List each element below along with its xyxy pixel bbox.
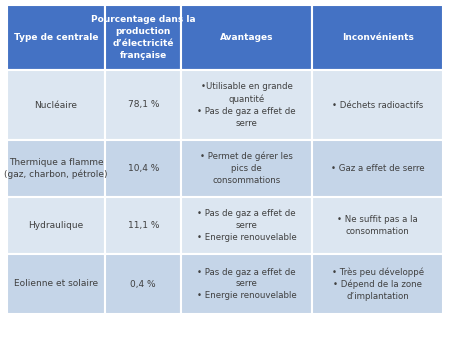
- Bar: [7, 254, 105, 314]
- Text: 10,4 %: 10,4 %: [127, 164, 159, 173]
- Text: Avantages: Avantages: [220, 33, 274, 42]
- Bar: [105, 140, 181, 197]
- Text: 11,1 %: 11,1 %: [127, 221, 159, 230]
- Bar: [181, 197, 312, 254]
- Text: Type de centrale: Type de centrale: [14, 33, 98, 42]
- Text: Nucléaire: Nucléaire: [35, 100, 77, 110]
- Bar: [181, 5, 312, 70]
- Text: Thermique a flamme
(gaz, charbon, pétrole): Thermique a flamme (gaz, charbon, pétrol…: [4, 158, 108, 179]
- Bar: [105, 5, 181, 70]
- Text: Eolienne et solaire: Eolienne et solaire: [14, 280, 98, 289]
- Text: • Déchets radioactifs: • Déchets radioactifs: [332, 100, 423, 110]
- Bar: [105, 70, 181, 140]
- Text: • Pas de gaz a effet de
serre
• Energie renouvelable: • Pas de gaz a effet de serre • Energie …: [197, 268, 297, 300]
- Bar: [312, 197, 443, 254]
- Bar: [312, 254, 443, 314]
- Bar: [105, 197, 181, 254]
- Text: • Permet de gérer les
pics de
consommations: • Permet de gérer les pics de consommati…: [200, 152, 293, 185]
- Text: Pourcentage dans la
production
d’électricité
française: Pourcentage dans la production d’électri…: [91, 15, 196, 60]
- Bar: [312, 140, 443, 197]
- Bar: [7, 197, 105, 254]
- Text: Hydraulique: Hydraulique: [28, 221, 84, 230]
- Bar: [7, 5, 105, 70]
- Text: • Pas de gaz a effet de
serre
• Energie renouvelable: • Pas de gaz a effet de serre • Energie …: [197, 209, 297, 242]
- Bar: [181, 140, 312, 197]
- Bar: [7, 70, 105, 140]
- Bar: [312, 5, 443, 70]
- Text: • Ne suffit pas a la
consommation: • Ne suffit pas a la consommation: [337, 215, 418, 236]
- Text: •Utilisable en grande
quantité
• Pas de gaz a effet de
serre: •Utilisable en grande quantité • Pas de …: [198, 82, 296, 127]
- Text: 0,4 %: 0,4 %: [130, 280, 156, 289]
- Text: Inconvénients: Inconvénients: [342, 33, 414, 42]
- Text: • Gaz a effet de serre: • Gaz a effet de serre: [331, 164, 424, 173]
- Text: • Très peu développé
• Dépend de la zone
d’implantation: • Très peu développé • Dépend de la zone…: [332, 267, 423, 301]
- Text: 78,1 %: 78,1 %: [127, 100, 159, 110]
- Bar: [105, 254, 181, 314]
- Bar: [7, 140, 105, 197]
- Bar: [181, 70, 312, 140]
- Bar: [312, 70, 443, 140]
- Bar: [181, 254, 312, 314]
